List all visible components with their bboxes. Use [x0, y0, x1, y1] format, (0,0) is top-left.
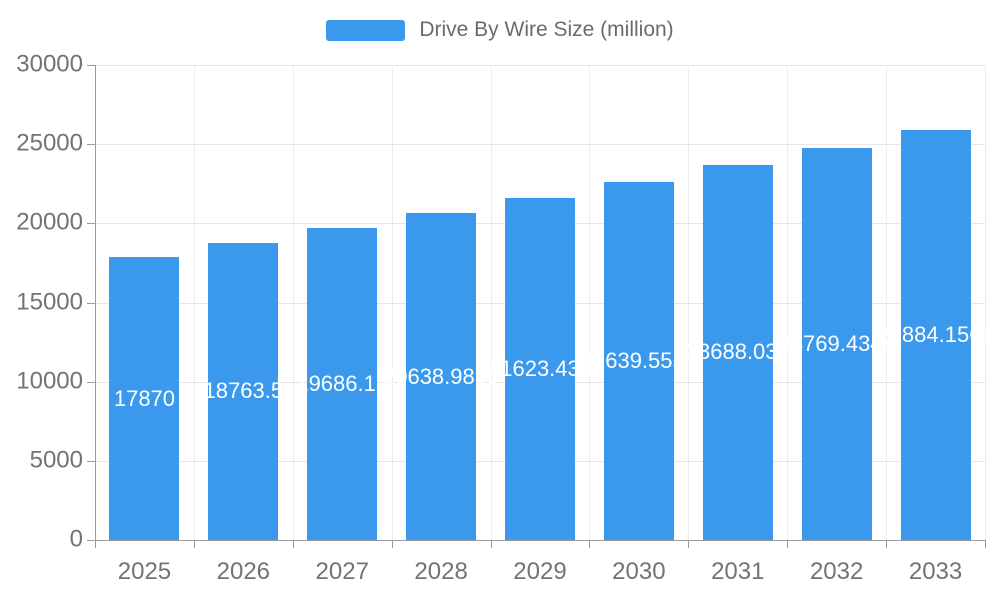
- v-gridline: [688, 65, 690, 540]
- v-gridline: [787, 65, 789, 540]
- x-tick-label: 2026: [216, 558, 271, 585]
- bar-2031[interactable]: [702, 164, 773, 540]
- x-axis-tick: [490, 540, 492, 548]
- x-tick-label: 2028: [414, 558, 468, 585]
- h-gridline: [95, 144, 985, 146]
- y-tick-label: 5000: [29, 446, 83, 474]
- bar-value-label: 17870: [113, 385, 176, 411]
- bar-2030[interactable]: [603, 181, 674, 540]
- bar-2032[interactable]: [801, 147, 872, 540]
- y-axis-tick: [87, 144, 95, 146]
- v-gridline: [193, 65, 195, 540]
- y-tick-label: 0: [69, 525, 83, 553]
- x-axis-tick: [95, 540, 96, 548]
- bar-value-label: 19686.12: [296, 371, 389, 397]
- y-axis-line: [95, 65, 96, 540]
- x-axis-tick: [292, 540, 294, 548]
- v-gridline: [391, 65, 393, 540]
- bar-2025[interactable]: [109, 257, 180, 540]
- y-tick-label: 25000: [16, 129, 83, 157]
- x-tick-label: 2032: [809, 558, 864, 585]
- x-axis-tick: [193, 540, 195, 548]
- x-axis-tick: [886, 540, 888, 548]
- legend-label: Drive By Wire Size (million): [419, 18, 674, 41]
- y-tick-label: 10000: [16, 367, 83, 395]
- bar-value-label: 21623.433: [488, 355, 592, 381]
- bar-2027[interactable]: [307, 228, 378, 540]
- x-tick-label: 2033: [908, 558, 963, 585]
- y-tick-label: 20000: [16, 208, 83, 236]
- bar-2029[interactable]: [505, 197, 575, 540]
- y-axis-tick: [87, 460, 95, 462]
- bar-value-label: 25884.1566: [877, 322, 994, 348]
- bar-2028[interactable]: [406, 213, 477, 540]
- x-axis-tick: [787, 540, 789, 548]
- y-axis-tick: [87, 381, 95, 383]
- h-gridline: [95, 65, 985, 66]
- v-gridline: [292, 65, 294, 540]
- bar-value-label: 20638.9835: [382, 363, 500, 389]
- x-tick-label: 2025: [117, 558, 172, 585]
- v-gridline: [490, 65, 492, 540]
- bar-2026[interactable]: [208, 242, 279, 540]
- y-axis-tick: [87, 223, 95, 225]
- y-tick-label: 30000: [16, 50, 83, 78]
- v-gridline: [886, 65, 888, 540]
- x-tick-label: 2030: [612, 558, 666, 585]
- y-tick-label: 15000: [16, 287, 83, 315]
- v-gridline: [985, 65, 986, 540]
- x-axis-tick: [589, 540, 591, 548]
- bar-value-label: 23688.037: [685, 339, 790, 365]
- x-axis-tick: [391, 540, 393, 548]
- bar-value-label: 22639.5557: [580, 347, 697, 373]
- y-axis-tick: [87, 540, 95, 541]
- x-axis-line: [95, 540, 985, 541]
- y-axis-tick: [87, 65, 95, 66]
- x-axis-tick: [985, 540, 986, 548]
- v-gridline: [589, 65, 591, 540]
- y-axis-tick: [87, 302, 95, 304]
- legend-swatch-icon: [326, 19, 406, 41]
- x-tick-label: 2029: [513, 558, 567, 585]
- bar-2033[interactable]: [900, 130, 971, 540]
- legend[interactable]: Drive By Wire Size (million): [0, 18, 1000, 42]
- x-tick-label: 2031: [711, 558, 765, 585]
- x-tick-label: 2027: [315, 558, 369, 585]
- x-axis-tick: [688, 540, 690, 548]
- bar-value-label: 18763.5: [203, 378, 284, 404]
- bar-value-label: 24769.4344: [778, 330, 895, 356]
